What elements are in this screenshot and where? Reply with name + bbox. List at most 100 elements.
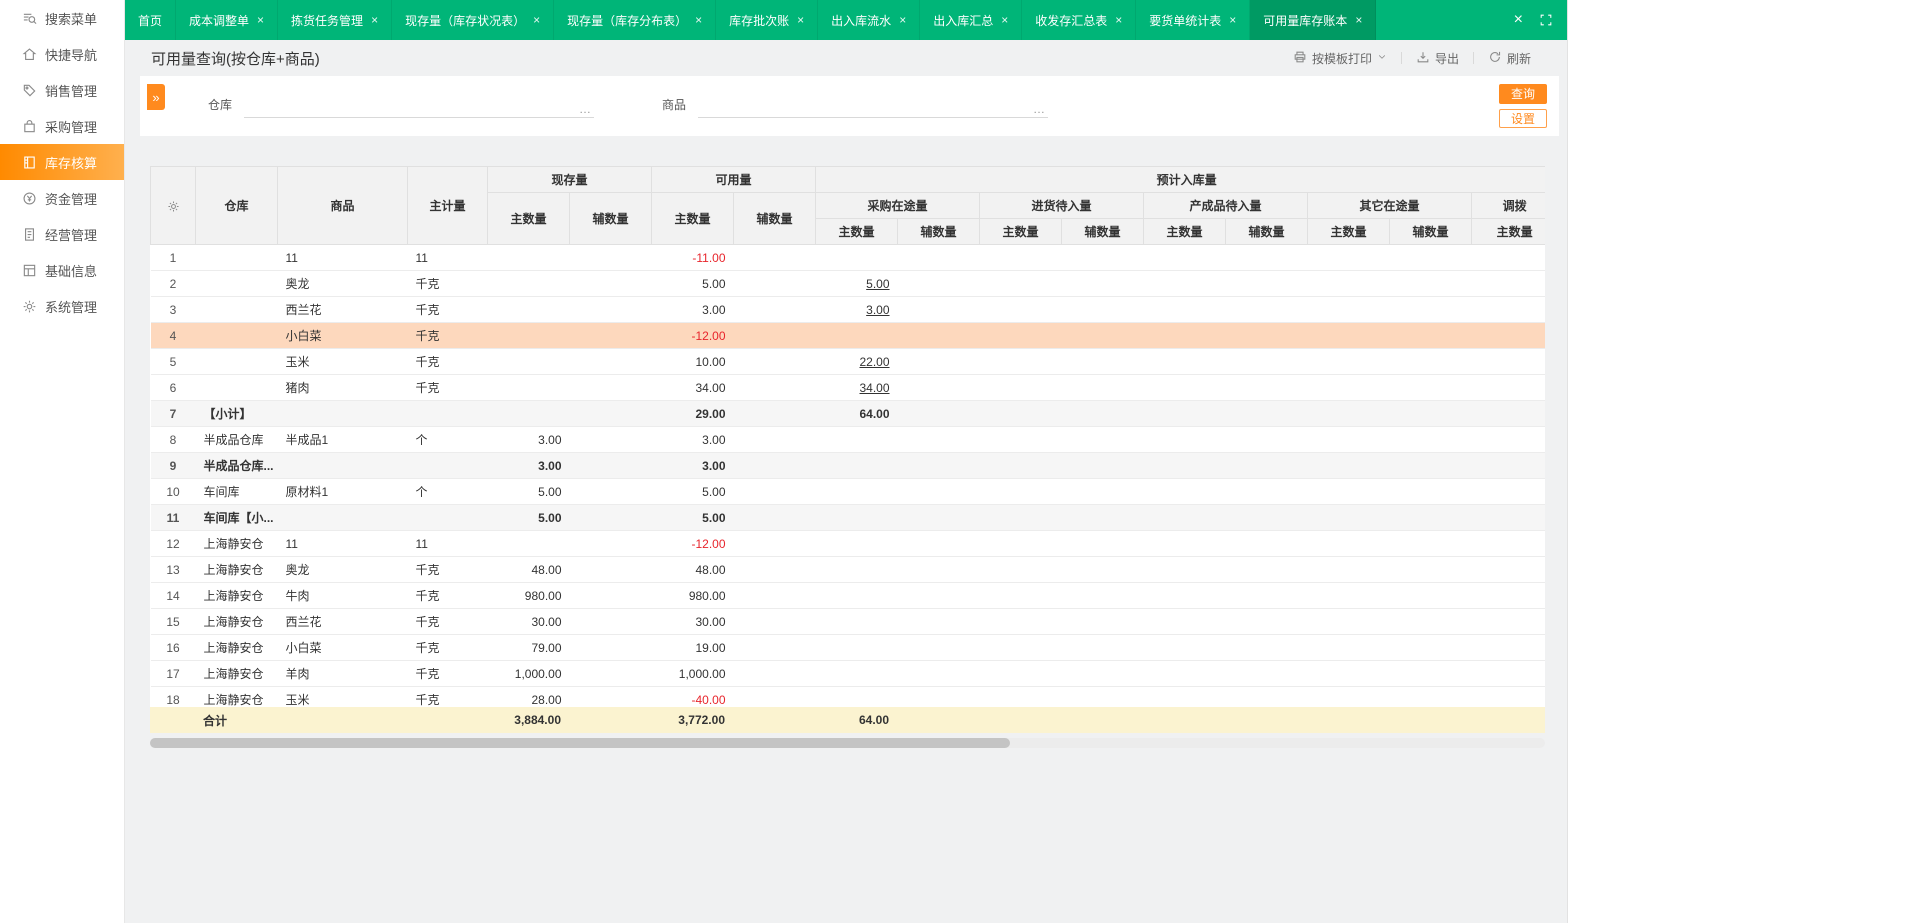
sidebar-item-search-menu[interactable]: 搜索菜单	[0, 0, 124, 36]
tab-close-icon[interactable]: ×	[695, 13, 703, 27]
grid-row[interactable]: 4 小白菜 千克 -12.00	[150, 322, 1545, 349]
scrollbar-thumb[interactable]	[150, 738, 1010, 748]
expand-filters-button[interactable]: »	[147, 84, 165, 110]
tab-close-icon[interactable]: ×	[1229, 13, 1237, 27]
tab-close-icon[interactable]: ×	[257, 13, 265, 27]
tab[interactable]: 现存量（库存状况表） ×	[392, 0, 555, 40]
header-aux-qty[interactable]: 辅数量	[733, 192, 817, 245]
cell-goods: 小白菜	[277, 634, 408, 661]
grid-row[interactable]: 1 11 11 -11.00	[150, 244, 1545, 271]
cell-transfer_main	[1471, 478, 1545, 505]
cell-goods: 半成品1	[277, 426, 408, 453]
grid-row[interactable]: 8 半成品仓库 半成品1 个 3.00 3.00	[150, 426, 1545, 453]
sidebar-item-purchase[interactable]: 采购管理	[0, 108, 124, 144]
close-all-tabs-icon[interactable]: ×	[1513, 11, 1523, 28]
header-warehouse[interactable]: 仓库	[195, 166, 278, 245]
refresh-button[interactable]: 刷新	[1488, 50, 1531, 67]
tab[interactable]: 可用量库存账本 ×	[1250, 0, 1377, 40]
tab[interactable]: 成本调整单 ×	[176, 0, 279, 40]
settings-button[interactable]: 设置	[1499, 109, 1547, 128]
cell-purchase[interactable]: 3.00	[815, 296, 898, 323]
grid-row[interactable]: 6 猪肉 千克 34.00 34.00	[150, 374, 1545, 401]
header-aux-qty[interactable]: 辅数量	[568, 192, 653, 245]
grid-row[interactable]: 9 半成品仓库... 3.00 3.00	[150, 452, 1545, 479]
tab-close-icon[interactable]: ×	[1001, 13, 1009, 27]
tab[interactable]: 库存批次账 ×	[716, 0, 819, 40]
cell-purchase[interactable]: 5.00	[815, 270, 898, 297]
cell-purchase[interactable]: 22.00	[815, 348, 898, 375]
tab-close-icon[interactable]: ×	[371, 13, 379, 27]
export-button[interactable]: 导出	[1416, 50, 1459, 67]
cell-unit: 千克	[407, 270, 488, 297]
grid-row[interactable]: 10 车间库 原材料1 个 5.00 5.00	[150, 478, 1545, 505]
sidebar-item-inventory[interactable]: 库存核算	[0, 144, 124, 180]
cell-purchase[interactable]: 34.00	[815, 374, 898, 401]
cell-other_aux	[1389, 608, 1472, 635]
warehouse-picker-icon[interactable]: …	[579, 102, 593, 116]
tab-close-icon[interactable]: ×	[1355, 13, 1363, 27]
cell-transfer_main	[1471, 374, 1545, 401]
header-aux-qty[interactable]: 辅数量	[1389, 218, 1473, 245]
grid-row[interactable]: 5 玉米 千克 10.00 22.00	[150, 348, 1545, 375]
tab[interactable]: 收发存汇总表 ×	[1022, 0, 1137, 40]
print-label: 按模板打印	[1311, 51, 1372, 66]
tab[interactable]: 现存量（库存分布表） ×	[554, 0, 717, 40]
grid-row[interactable]: 16 上海静安仓 小白菜 千克 79.00 19.00	[150, 634, 1545, 661]
sidebar-item-base-info[interactable]: 基础信息	[0, 252, 124, 288]
sidebar-item-funds[interactable]: 资金管理	[0, 180, 124, 216]
cell-purchase_aux	[897, 530, 980, 557]
tab-close-icon[interactable]: ×	[1115, 13, 1123, 27]
tab[interactable]: 出入库汇总 ×	[920, 0, 1023, 40]
grid-row[interactable]: 2 奥龙 千克 5.00 5.00	[150, 270, 1545, 297]
tab[interactable]: 首页	[125, 0, 177, 40]
print-by-template-button[interactable]: 按模板打印	[1293, 50, 1387, 67]
sidebar-item-operations[interactable]: 经营管理	[0, 216, 124, 252]
cell-unit: 千克	[407, 556, 488, 583]
header-aux-qty[interactable]: 辅数量	[1225, 218, 1309, 245]
header-main-qty[interactable]: 主数量	[651, 192, 735, 245]
goods-picker-icon[interactable]: …	[1033, 102, 1047, 116]
grid-row[interactable]: 11 车间库【小... 5.00 5.00	[150, 504, 1545, 531]
grid-row[interactable]: 15 上海静安仓 西兰花 千克 30.00 30.00	[150, 608, 1545, 635]
goods-filter-input[interactable]: …	[698, 94, 1049, 118]
grid-row[interactable]: 18 上海静安仓 玉米 千克 28.00 -40.00	[150, 686, 1545, 707]
tab-close-icon[interactable]: ×	[899, 13, 907, 27]
grid-row[interactable]: 7 【小计】 29.00 64.00	[150, 400, 1545, 427]
cell-receipt_aux	[1061, 530, 1144, 557]
header-main-qty[interactable]: 主数量	[1143, 218, 1227, 245]
cell-unit: 11	[407, 530, 488, 557]
grid-row[interactable]: 12 上海静安仓 11 11 -12.00	[150, 530, 1545, 557]
cell-num: 16	[150, 634, 196, 661]
header-main-qty[interactable]: 主数量	[815, 218, 899, 245]
cell-avail: 30.00	[651, 608, 734, 635]
query-button[interactable]: 查询	[1499, 84, 1547, 104]
cell-onhand_aux	[569, 660, 652, 687]
tab[interactable]: 出入库流水 ×	[818, 0, 921, 40]
header-main-qty[interactable]: 主数量	[487, 192, 570, 245]
sidebar-item-quick-nav[interactable]: 快捷导航	[0, 36, 124, 72]
fullscreen-icon[interactable]	[1539, 13, 1553, 27]
sidebar-item-system[interactable]: 系统管理	[0, 288, 124, 324]
cell-transfer_main	[1471, 582, 1545, 609]
header-goods[interactable]: 商品	[277, 166, 408, 245]
cell-avail: 5.00	[651, 478, 734, 505]
header-main-qty[interactable]: 主数量	[1307, 218, 1391, 245]
grid-row[interactable]: 3 西兰花 千克 3.00 3.00	[150, 296, 1545, 323]
horizontal-scrollbar[interactable]	[150, 738, 1545, 748]
cell-onhand	[487, 374, 570, 401]
header-unit[interactable]: 主计量	[407, 166, 488, 245]
grid-row[interactable]: 17 上海静安仓 羊肉 千克 1,000.00 1,000.00	[150, 660, 1545, 687]
warehouse-filter-input[interactable]: …	[244, 94, 595, 118]
column-settings-icon[interactable]	[150, 166, 196, 245]
header-main-qty[interactable]: 主数量	[1471, 218, 1545, 245]
tab-close-icon[interactable]: ×	[797, 13, 805, 27]
grid-row[interactable]: 13 上海静安仓 奥龙 千克 48.00 48.00	[150, 556, 1545, 583]
grid-row[interactable]: 14 上海静安仓 牛肉 千克 980.00 980.00	[150, 582, 1545, 609]
header-aux-qty[interactable]: 辅数量	[897, 218, 981, 245]
tab[interactable]: 要货单统计表 ×	[1136, 0, 1251, 40]
tab[interactable]: 拣货任务管理 ×	[278, 0, 393, 40]
header-aux-qty[interactable]: 辅数量	[1061, 218, 1145, 245]
sidebar-item-sales[interactable]: 销售管理	[0, 72, 124, 108]
header-main-qty[interactable]: 主数量	[979, 218, 1063, 245]
tab-close-icon[interactable]: ×	[533, 13, 541, 27]
